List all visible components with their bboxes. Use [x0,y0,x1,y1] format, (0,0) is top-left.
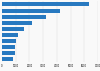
Bar [2,57,13,61]
Bar [2,51,15,55]
Bar [2,21,32,25]
Bar [2,33,18,37]
Bar [2,27,24,31]
Bar [2,15,46,19]
Bar [2,39,16,43]
Bar [2,9,60,13]
Bar [2,2,88,6]
Bar [2,45,15,49]
